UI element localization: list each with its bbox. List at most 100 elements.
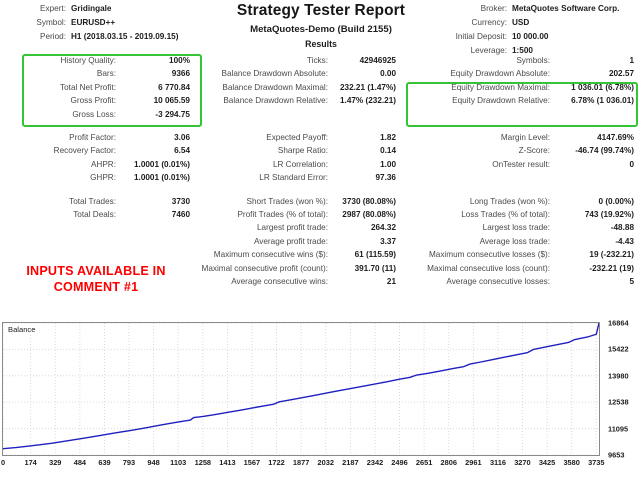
stat-value: 1.82 [380,133,396,143]
stat-value: 202.57 [608,69,634,79]
chart-x-tick-label: 1722 [268,458,285,467]
stat-label: Average loss trade: [479,236,550,246]
chart-y-tick-label: 13980 [608,371,629,381]
stats-group-summary: History Quality: 100% Ticks: 42946925 Symbol… [0,54,640,121]
stats-row: Maximal consecutive profit (count): 391.7… [0,262,640,275]
stats-group-trades: Total Trades: 3730 Short Trades (won %): 37… [0,195,640,289]
stat-label: Ticks: [306,56,328,65]
stat-cell: Total Trades: 3730 [0,195,196,208]
stat-value: -232.21 (19) [589,263,634,273]
expert-info-value: H1 (2018.03.15 - 2019.09.15) [71,32,179,41]
stat-label: Gross Loss: [72,109,116,119]
stat-cell: Equity Drawdown Absolute: 202.57 [402,67,640,80]
stat-cell: Average profit trade: 3.37 [196,235,402,248]
chart-y-tick-label: 12538 [608,397,629,407]
stat-label: Symbols: [516,56,550,65]
stat-cell: LR Standard Error: 97.36 [196,171,402,184]
stat-value: 1.00 [380,159,396,169]
stats-row: Largest profit trade: 264.32 Largest loss … [0,221,640,234]
chart-x-tick-label: 3270 [514,458,531,467]
stat-value: 19 (-232.21) [589,250,634,260]
stat-value: 42946925 [359,56,396,65]
expert-info-block: Expert: Gridingale Symbol: EURUSD++ Period: H… [0,3,200,45]
expert-info-label: Period: [40,32,66,41]
stat-cell: Largest profit trade: 264.32 [196,221,402,234]
stat-value: 9366 [171,69,190,79]
stats-row: GHPR: 1.0001 (0.01%) LR Standard Error: 97.… [0,171,640,184]
stat-value: 6.54 [174,146,190,156]
chart-x-tick-label: 1567 [243,458,261,467]
statistics-section: History Quality: 100% Ticks: 42946925 Symbol… [0,54,640,289]
stat-label: History Quality: [60,56,116,65]
stat-cell: Maximum consecutive losses ($): 19 (-232.… [402,248,640,261]
stat-label: GHPR: [90,173,116,183]
chart-y-tick-label: 16864 [608,318,629,328]
stat-cell: Average consecutive wins: 21 [196,275,402,288]
stat-value: 1.0001 (0.01%) [134,159,190,169]
stat-label: Total Trades: [69,196,116,206]
stats-row: Recovery Factor: 6.54 Sharpe Ratio: 0.14 Z-S… [0,144,640,157]
expert-info-value: EURUSD++ [71,18,116,27]
stat-cell: Profit Trades (% of total): 2987 (80.08%) [196,208,402,221]
stat-label: Largest loss trade: [482,223,550,233]
stat-value: -46.74 (99.74%) [575,146,634,156]
expert-info-row: Period: H1 (2018.03.15 - 2019.09.15) [0,31,200,44]
stat-label: Maximum consecutive wins ($): [213,250,328,260]
stat-label: Margin Level: [500,133,550,143]
chart-x-tick-label: 948 [147,458,160,467]
stat-cell: Average loss trade: -4.43 [402,235,640,248]
chart-x-tick-label: 2961 [465,458,482,467]
annotation-line-1: Inputs available in [26,264,166,278]
stats-row: Bars: 9366 Balance Drawdown Absolute: 0.00 E… [0,67,640,80]
chart-x-tick-label: 3580 [563,458,580,467]
annotation-line-2: comment #1 [53,280,139,294]
stats-row: Gross Loss: -3 294.75 [0,108,640,121]
stat-cell: Balance Drawdown Maximal: 232.21 (1.47%) [196,81,402,94]
stat-cell: Symbols: 1 [402,54,640,67]
stat-label: Bars: [96,69,116,79]
stat-label: Sharpe Ratio: [277,146,328,156]
stat-value: 0 [629,159,634,169]
chart-x-tick-label: 2806 [440,458,457,467]
chart-x-tick-label: 329 [49,458,62,467]
stat-cell: Equity Drawdown Relative: 6.78% (1 036.01… [402,94,640,107]
stat-label: Gross Profit: [70,96,117,106]
broker-info-label: Broker: [480,4,507,13]
stat-label: Total Deals: [73,210,116,220]
stats-row: History Quality: 100% Ticks: 42946925 Symbol… [0,54,640,67]
expert-info-row: Expert: Gridingale [0,3,200,16]
stat-value: 3.37 [380,236,396,246]
stat-cell: Maximum consecutive wins ($): 61 (115.59) [196,248,402,261]
broker-info-label: Leverage: [470,46,507,55]
stat-label: Profit Trades (% of total): [237,210,328,220]
stat-cell: Recovery Factor: 6.54 [0,144,196,157]
chart-x-tick-label: 1877 [292,458,310,467]
stat-value: 4147.69% [597,133,634,143]
stat-value: 0.00 [380,69,396,79]
stat-cell: OnTester result: 0 [402,158,640,171]
chart-x-tick-label: 484 [73,458,87,467]
stat-label: Average consecutive losses: [446,277,550,287]
stat-cell: Total Net Profit: 6 770.84 [0,81,196,94]
stat-cell: GHPR: 1.0001 (0.01%) [0,171,196,184]
stat-cell: Short Trades (won %): 3730 (80.08%) [196,195,402,208]
stat-value: 1 036.01 (6.78%) [571,82,634,92]
stat-value: 21 [386,277,396,287]
stat-cell: Ticks: 42946925 [196,54,402,67]
chart-x-tick-label: 2651 [415,458,433,467]
chart-canvas [3,323,599,455]
stat-value: 2987 (80.08%) [342,210,396,220]
expert-info-label: Symbol: [36,18,66,27]
stat-label: Balance Drawdown Absolute: [221,69,328,79]
chart-y-tick-label: 11095 [608,424,629,434]
inputs-annotation: Inputs available in comment #1 [4,263,188,295]
stat-value: -48.88 [610,223,634,233]
chart-x-tick-label: 2187 [342,458,359,467]
stat-value: 6 770.84 [158,82,190,92]
broker-info-row: Broker: MetaQuotes Software Corp. [421,3,636,16]
expert-info-label: Expert: [40,4,66,13]
stat-label: Average consecutive wins: [231,277,328,287]
stats-row: Average consecutive wins: 21 Average conse… [0,275,640,288]
balance-chart: Balance 9653 11095 12538 13980 15422 16864 0 1… [1,318,638,478]
